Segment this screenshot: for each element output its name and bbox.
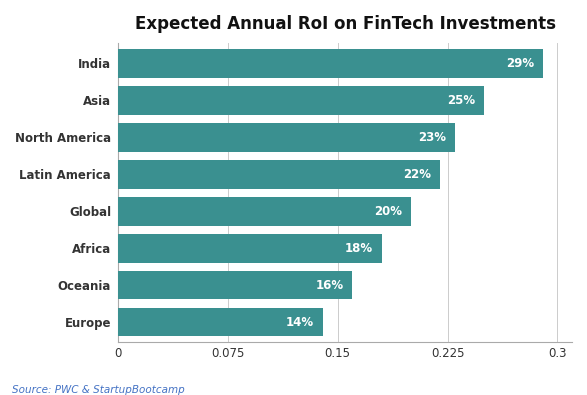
Text: 22%: 22%	[403, 167, 431, 181]
Bar	[118, 160, 440, 188]
Bar	[118, 234, 382, 263]
Text: 16%: 16%	[315, 278, 343, 292]
Text: 23%: 23%	[418, 131, 446, 144]
Bar	[118, 271, 352, 299]
Text: 14%: 14%	[286, 316, 314, 329]
Text: 18%: 18%	[345, 242, 373, 255]
Text: 20%: 20%	[374, 205, 402, 218]
Bar	[118, 49, 543, 78]
Text: 25%: 25%	[447, 94, 475, 107]
Bar	[118, 86, 484, 115]
Bar	[118, 308, 323, 337]
Bar	[118, 123, 455, 152]
Title: Expected Annual RoI on FinTech Investments: Expected Annual RoI on FinTech Investmen…	[134, 15, 555, 33]
Text: Source: PWC & StartupBootcamp: Source: PWC & StartupBootcamp	[12, 385, 184, 395]
Text: 29%: 29%	[506, 57, 534, 70]
Bar	[118, 197, 411, 226]
